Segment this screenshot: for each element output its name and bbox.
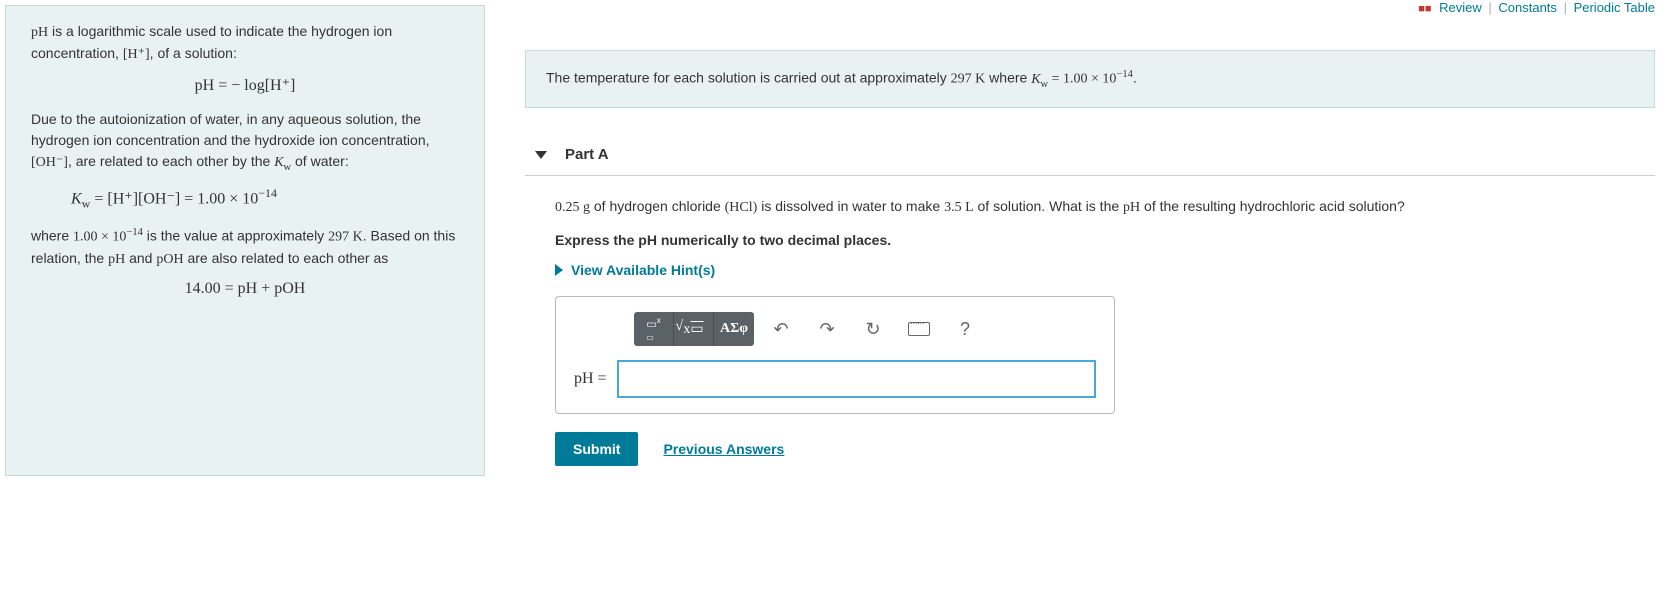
- flag-icon: ■■: [1418, 3, 1431, 15]
- periodic-table-link[interactable]: Periodic Table: [1574, 0, 1655, 15]
- intro-paragraph-2: Due to the autoionization of water, in a…: [31, 109, 459, 176]
- equation-toolbar: ▭x▭ x√▭ ΑΣφ ↶ ↷ ↻ ?: [634, 312, 1096, 346]
- submit-button[interactable]: Submit: [555, 432, 638, 466]
- keyboard-icon: [908, 322, 930, 336]
- ph-formula: pH = − log[H⁺]: [31, 75, 459, 95]
- reset-button[interactable]: ↻: [854, 312, 892, 346]
- ph-poh-formula: 14.00 = pH + pOH: [31, 280, 459, 298]
- intro-paragraph-1: pH is a logarithmic scale used to indica…: [31, 21, 459, 65]
- input-label: pH =: [574, 370, 607, 388]
- theory-panel: pH is a logarithmic scale used to indica…: [5, 5, 485, 476]
- action-row: Submit Previous Answers: [555, 432, 1645, 466]
- keyboard-button[interactable]: [900, 312, 938, 346]
- ph-answer-input[interactable]: [617, 360, 1096, 398]
- answer-box: ▭x▭ x√▭ ΑΣφ ↶ ↷ ↻ ? pH =: [555, 296, 1115, 414]
- part-title: Part A: [565, 146, 609, 163]
- arrow-right-icon: [555, 264, 563, 276]
- kw-formula: Kw = [H⁺][OH⁻] = 1.00 × 10−14: [31, 186, 459, 212]
- question-body: 0.25 g of hydrogen chloride (HCl) is dis…: [525, 176, 1655, 476]
- toolbar-group-1: ▭x▭ x√▭ ΑΣφ: [634, 312, 754, 346]
- help-button[interactable]: ?: [946, 312, 984, 346]
- constants-link[interactable]: Constants: [1498, 0, 1557, 15]
- view-hints-link[interactable]: View Available Hint(s): [555, 262, 1645, 278]
- answer-instruction: Express the pH numerically to two decima…: [555, 232, 1645, 248]
- review-link[interactable]: Review: [1439, 0, 1482, 15]
- collapse-caret-icon[interactable]: [535, 151, 547, 159]
- part-a-header[interactable]: Part A: [525, 138, 1655, 176]
- previous-answers-link[interactable]: Previous Answers: [663, 441, 784, 457]
- undo-button[interactable]: ↶: [762, 312, 800, 346]
- template-button[interactable]: ▭x▭: [634, 312, 674, 346]
- top-links: ■■ Review | Constants | Periodic Table: [1418, 0, 1655, 15]
- question-panel: ■■ Review | Constants | Periodic Table T…: [485, 0, 1670, 476]
- h-plus-symbol: [H⁺]: [123, 47, 150, 62]
- answer-input-row: pH =: [574, 360, 1096, 398]
- intro-paragraph-3: where 1.00 × 10−14 is the value at appro…: [31, 225, 459, 270]
- temperature-info-box: The temperature for each solution is car…: [525, 50, 1655, 108]
- ph-symbol: pH: [31, 25, 48, 40]
- redo-button[interactable]: ↷: [808, 312, 846, 346]
- sqrt-button[interactable]: x√▭: [674, 312, 714, 346]
- question-text: 0.25 g of hydrogen chloride (HCl) is dis…: [555, 196, 1645, 218]
- greek-button[interactable]: ΑΣφ: [714, 312, 754, 346]
